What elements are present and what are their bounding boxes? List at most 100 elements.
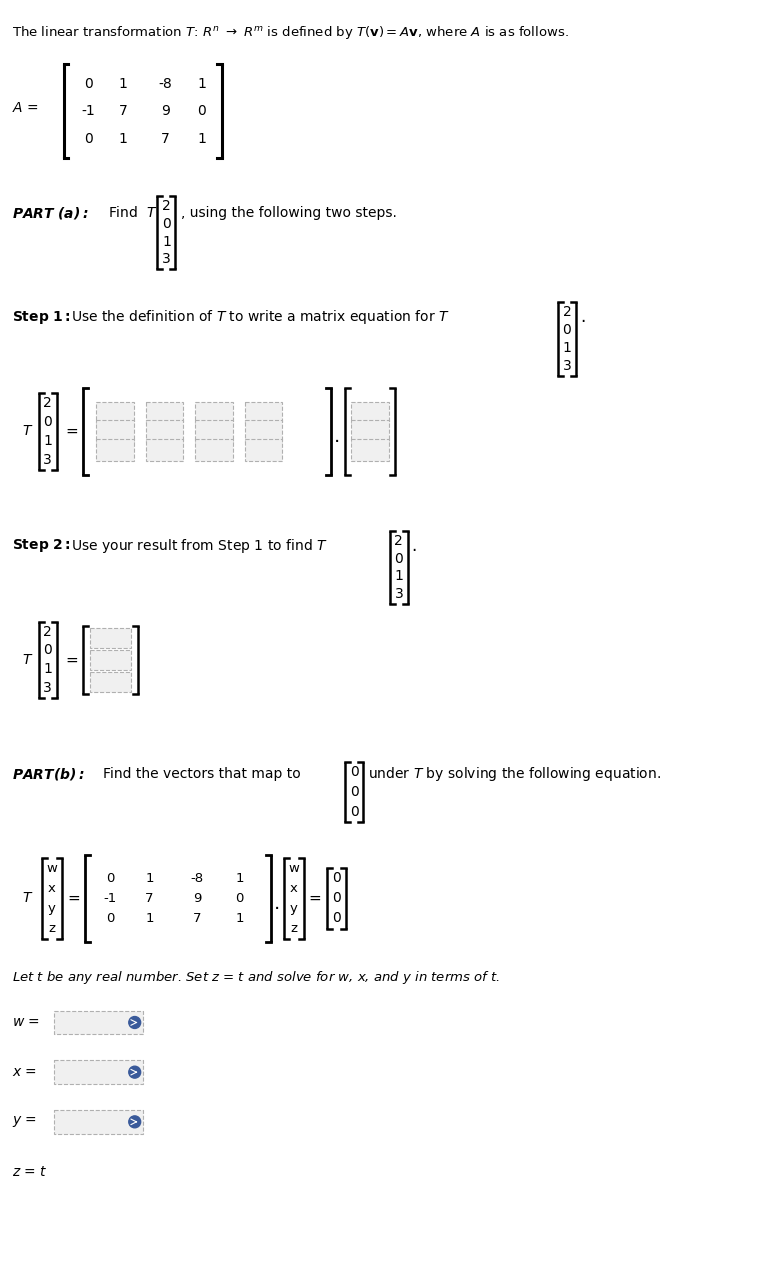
Text: 0: 0 <box>44 644 52 658</box>
Text: .: . <box>334 426 340 445</box>
Text: z: z <box>291 922 298 934</box>
FancyBboxPatch shape <box>90 672 132 691</box>
FancyBboxPatch shape <box>195 420 233 443</box>
Text: 1: 1 <box>44 662 52 676</box>
Text: =: = <box>66 653 78 667</box>
Text: 2: 2 <box>562 305 571 319</box>
Text: 0: 0 <box>84 132 93 146</box>
Text: 0: 0 <box>236 892 244 905</box>
Text: 0: 0 <box>332 872 341 886</box>
Text: 1: 1 <box>162 234 171 248</box>
Text: The linear transformation $T$: $R^n$ $\rightarrow$ $R^m$ is defined by $T(\mathb: The linear transformation $T$: $R^n$ $\r… <box>12 24 569 41</box>
Text: 0: 0 <box>562 323 571 337</box>
FancyBboxPatch shape <box>54 1060 142 1084</box>
Text: $A$ =: $A$ = <box>12 101 39 115</box>
Text: =: = <box>67 891 80 906</box>
Text: 9: 9 <box>193 892 201 905</box>
Text: 3: 3 <box>44 453 52 467</box>
Text: 7: 7 <box>193 911 201 924</box>
FancyBboxPatch shape <box>54 1110 142 1134</box>
FancyBboxPatch shape <box>351 420 389 443</box>
Text: 1: 1 <box>145 911 154 924</box>
Text: $T$: $T$ <box>22 653 34 667</box>
Text: 0: 0 <box>162 216 171 230</box>
Text: under $T$ by solving the following equation.: under $T$ by solving the following equat… <box>368 765 661 783</box>
Text: .: . <box>412 536 417 554</box>
Text: 3: 3 <box>44 681 52 695</box>
Text: 3: 3 <box>395 588 403 602</box>
Text: 0: 0 <box>332 911 341 925</box>
FancyBboxPatch shape <box>90 650 132 669</box>
Text: Find  $T$: Find $T$ <box>108 205 158 220</box>
Text: 7: 7 <box>145 892 154 905</box>
Text: 0: 0 <box>350 765 359 780</box>
Circle shape <box>129 1066 141 1078</box>
Text: 1: 1 <box>197 77 207 91</box>
Text: $\bfit{PART(b):}$: $\bfit{PART(b):}$ <box>12 767 85 782</box>
Text: $T$: $T$ <box>22 425 34 438</box>
Text: 3: 3 <box>162 252 171 266</box>
Text: 0: 0 <box>350 785 359 799</box>
Text: w: w <box>288 861 299 876</box>
Text: x: x <box>47 882 56 895</box>
Text: $w$ =: $w$ = <box>12 1015 40 1029</box>
FancyBboxPatch shape <box>351 402 389 424</box>
Text: -8: -8 <box>158 77 172 91</box>
Text: 1: 1 <box>119 132 127 146</box>
Text: 0: 0 <box>395 552 403 566</box>
FancyBboxPatch shape <box>245 420 282 443</box>
FancyBboxPatch shape <box>245 439 282 461</box>
Text: $y$ =: $y$ = <box>12 1115 37 1129</box>
Text: y: y <box>290 901 298 915</box>
FancyBboxPatch shape <box>96 420 134 443</box>
Text: 0: 0 <box>44 415 52 429</box>
Text: 1: 1 <box>236 872 244 884</box>
Text: 3: 3 <box>562 358 571 372</box>
Text: $T$: $T$ <box>22 891 34 905</box>
Text: 2: 2 <box>44 396 52 410</box>
Text: 2: 2 <box>44 625 52 639</box>
Text: .: . <box>580 308 585 326</box>
Text: 0: 0 <box>84 77 93 91</box>
Text: $x$ =: $x$ = <box>12 1065 37 1079</box>
Text: 0: 0 <box>350 805 359 819</box>
Text: $z$ = $t$: $z$ = $t$ <box>12 1165 47 1179</box>
Text: Let $t$ be any real number. Set $z$ = $t$ and solve for $w$, $x$, and $y$ in ter: Let $t$ be any real number. Set $z$ = $t… <box>12 969 500 987</box>
FancyBboxPatch shape <box>245 402 282 424</box>
Text: 2: 2 <box>162 198 171 212</box>
Text: -1: -1 <box>103 892 116 905</box>
Text: 1: 1 <box>562 340 571 355</box>
Text: z: z <box>48 922 55 934</box>
Text: 7: 7 <box>161 132 170 146</box>
FancyBboxPatch shape <box>145 439 183 461</box>
Text: 1: 1 <box>44 434 52 448</box>
Text: 1: 1 <box>395 570 403 584</box>
Text: 1: 1 <box>197 132 207 146</box>
Circle shape <box>129 1116 141 1128</box>
Text: =: = <box>66 424 78 439</box>
FancyBboxPatch shape <box>145 420 183 443</box>
FancyBboxPatch shape <box>145 402 183 424</box>
Text: $\bfit{PART\ (a):}$: $\bfit{PART\ (a):}$ <box>12 205 89 220</box>
Text: 1: 1 <box>119 77 127 91</box>
Text: 1: 1 <box>236 911 244 924</box>
FancyBboxPatch shape <box>90 628 132 648</box>
Text: =: = <box>309 891 321 906</box>
FancyBboxPatch shape <box>195 402 233 424</box>
Text: w: w <box>46 861 57 876</box>
Text: 0: 0 <box>106 911 114 924</box>
FancyBboxPatch shape <box>54 1011 142 1034</box>
Text: , using the following two steps.: , using the following two steps. <box>181 206 397 220</box>
Text: 1: 1 <box>145 872 154 884</box>
Text: $\mathbf{Step\ 2:}$: $\mathbf{Step\ 2:}$ <box>12 538 71 554</box>
FancyBboxPatch shape <box>96 402 134 424</box>
Text: -8: -8 <box>190 872 203 884</box>
Text: $\mathbf{Step\ 1:}$: $\mathbf{Step\ 1:}$ <box>12 308 71 325</box>
Text: x: x <box>290 882 298 895</box>
Text: -1: -1 <box>81 105 95 119</box>
Text: Use the definition of $T$ to write a matrix equation for $T$: Use the definition of $T$ to write a mat… <box>71 308 450 326</box>
Text: 0: 0 <box>106 872 114 884</box>
Text: 0: 0 <box>197 105 207 119</box>
Text: Find the vectors that map to: Find the vectors that map to <box>103 767 301 781</box>
Text: 2: 2 <box>395 534 403 548</box>
